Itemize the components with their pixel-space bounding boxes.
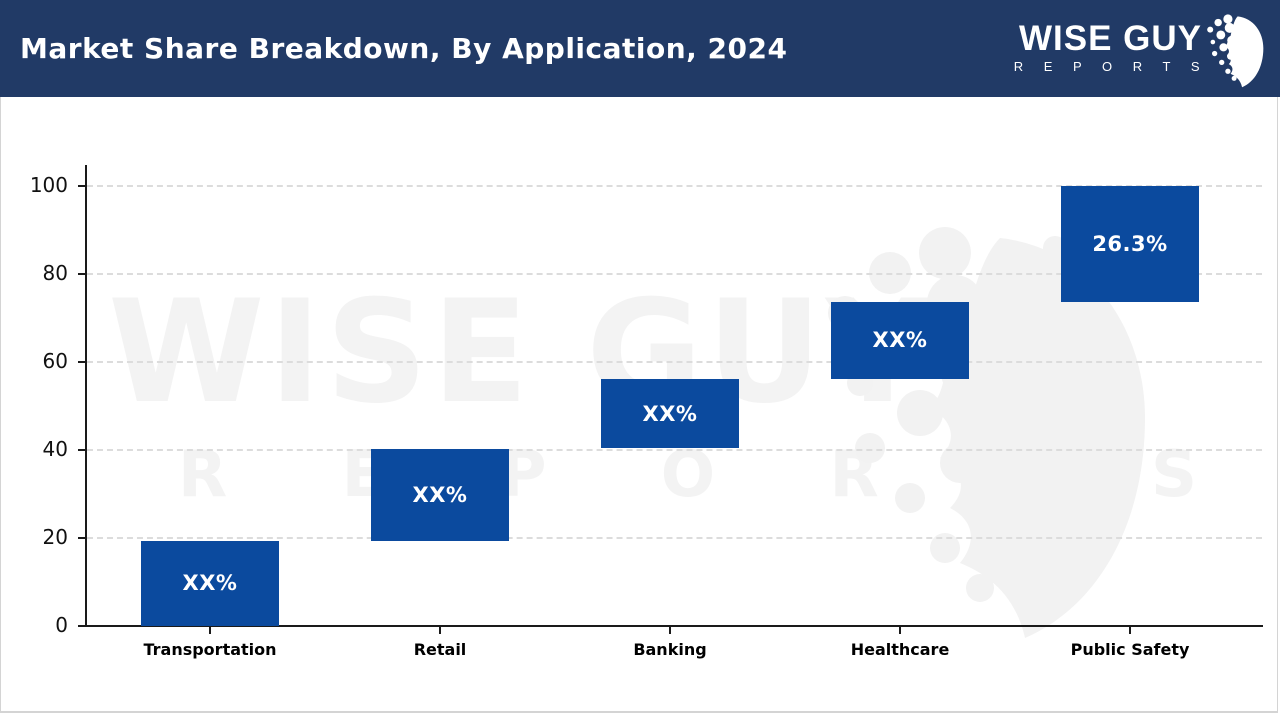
gridline-60 [87,361,1262,363]
x-category-label: Public Safety [1070,640,1190,659]
bar-healthcare: XX% [831,301,969,379]
y-tick-label-100: 100 [29,173,68,197]
y-tick-label-0: 0 [55,613,68,637]
header: Market Share Breakdown, By Application, … [0,0,1280,97]
y-tick-20 [78,537,86,539]
x-tick-retail [439,627,441,634]
gridline-40 [87,449,1262,451]
brand-logo-text: WISE GUY R E P O R T S [1014,20,1202,76]
x-tick-healthcare [899,627,901,634]
bar-public-safety: 26.3% [1061,186,1199,302]
chart-title: Market Share Breakdown, By Application, … [20,32,788,65]
x-tick-public-safety [1129,627,1131,634]
y-tick-0 [78,625,86,627]
y-tick-100 [78,185,86,187]
watermark-text-line1: WISE GUY [108,270,933,435]
y-tick-40 [78,449,86,451]
y-tick-label-20: 20 [42,525,68,549]
x-tick-transportation [209,627,211,634]
bar-value-label: XX% [182,571,238,596]
brand-subtitle: R E P O R T S [1013,59,1208,74]
bar-value-label: XX% [642,401,698,426]
bar-value-label: 26.3% [1092,231,1168,256]
bar-transportation: XX% [141,540,279,626]
y-tick-80 [78,273,86,275]
bar-retail: XX% [371,449,509,541]
y-tick-60 [78,361,86,363]
x-category-label: Banking [633,640,707,659]
brand-name: WISE GUY [1018,19,1202,58]
bar-value-label: XX% [412,482,468,507]
x-category-label: Healthcare [850,640,950,659]
bar-banking: XX% [601,379,739,449]
brand-logo: WISE GUY R E P O R T S [1014,6,1266,92]
y-tick-label-80: 80 [42,261,68,285]
bar-value-label: XX% [872,328,928,353]
y-tick-label-60: 60 [42,349,68,373]
gridline-80 [87,273,1262,275]
x-axis-line [85,625,1263,627]
x-category-label: Transportation [143,640,277,659]
content-frame [0,97,1278,713]
y-tick-label-40: 40 [42,437,68,461]
gridline-20 [87,537,1262,539]
x-tick-banking [669,627,671,634]
x-category-label: Retail [413,640,467,659]
gridline-100 [87,185,1262,187]
y-axis-line [85,165,87,627]
brand-head-icon [1207,14,1264,88]
